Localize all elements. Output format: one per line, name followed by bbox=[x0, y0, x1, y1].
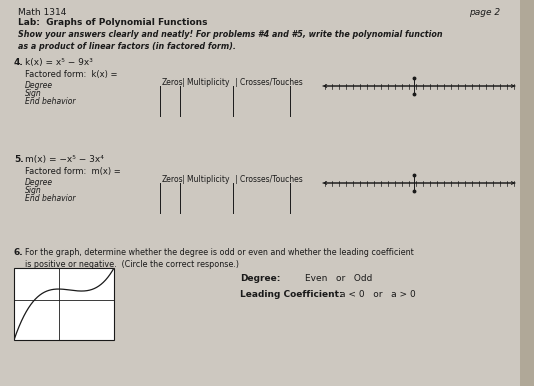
Text: 5.: 5. bbox=[14, 155, 23, 164]
Text: Math 1314: Math 1314 bbox=[18, 8, 66, 17]
Text: | Crosses/Touches: | Crosses/Touches bbox=[235, 78, 303, 87]
Text: End behavior: End behavior bbox=[25, 194, 75, 203]
Text: Factored form:  m(x) =: Factored form: m(x) = bbox=[25, 167, 121, 176]
Text: Zeros: Zeros bbox=[162, 78, 184, 87]
Bar bbox=[520, 0, 534, 386]
Text: For the graph, determine whether the degree is odd or even and whether the leadi: For the graph, determine whether the deg… bbox=[25, 248, 414, 269]
Text: Degree: Degree bbox=[25, 178, 53, 187]
Text: Degree: Degree bbox=[25, 81, 53, 90]
Text: Sign: Sign bbox=[25, 89, 42, 98]
Text: a < 0   or   a > 0: a < 0 or a > 0 bbox=[340, 290, 416, 299]
Text: Leading Coefficient:: Leading Coefficient: bbox=[240, 290, 343, 299]
Text: Show your answers clearly and neatly! For problems #4 and #5, write the polynomi: Show your answers clearly and neatly! Fo… bbox=[18, 30, 443, 51]
Text: page 2: page 2 bbox=[469, 8, 500, 17]
Text: | Crosses/Touches: | Crosses/Touches bbox=[235, 175, 303, 184]
Text: | Multiplicity: | Multiplicity bbox=[182, 78, 230, 87]
Text: Lab:  Graphs of Polynomial Functions: Lab: Graphs of Polynomial Functions bbox=[18, 18, 208, 27]
Text: Degree:: Degree: bbox=[240, 274, 280, 283]
Text: 4.: 4. bbox=[14, 58, 23, 67]
Text: m(x) = −x⁵ − 3x⁴: m(x) = −x⁵ − 3x⁴ bbox=[25, 155, 104, 164]
Text: Sign: Sign bbox=[25, 186, 42, 195]
Text: 6.: 6. bbox=[14, 248, 23, 257]
Text: Even   or   Odd: Even or Odd bbox=[305, 274, 372, 283]
Bar bbox=[14, 268, 114, 340]
Text: | Multiplicity: | Multiplicity bbox=[182, 175, 230, 184]
Text: Zeros: Zeros bbox=[162, 175, 184, 184]
Text: Factored form:  k(x) =: Factored form: k(x) = bbox=[25, 70, 117, 79]
Text: End behavior: End behavior bbox=[25, 97, 75, 106]
Text: k(x) = x⁵ − 9x³: k(x) = x⁵ − 9x³ bbox=[25, 58, 93, 67]
